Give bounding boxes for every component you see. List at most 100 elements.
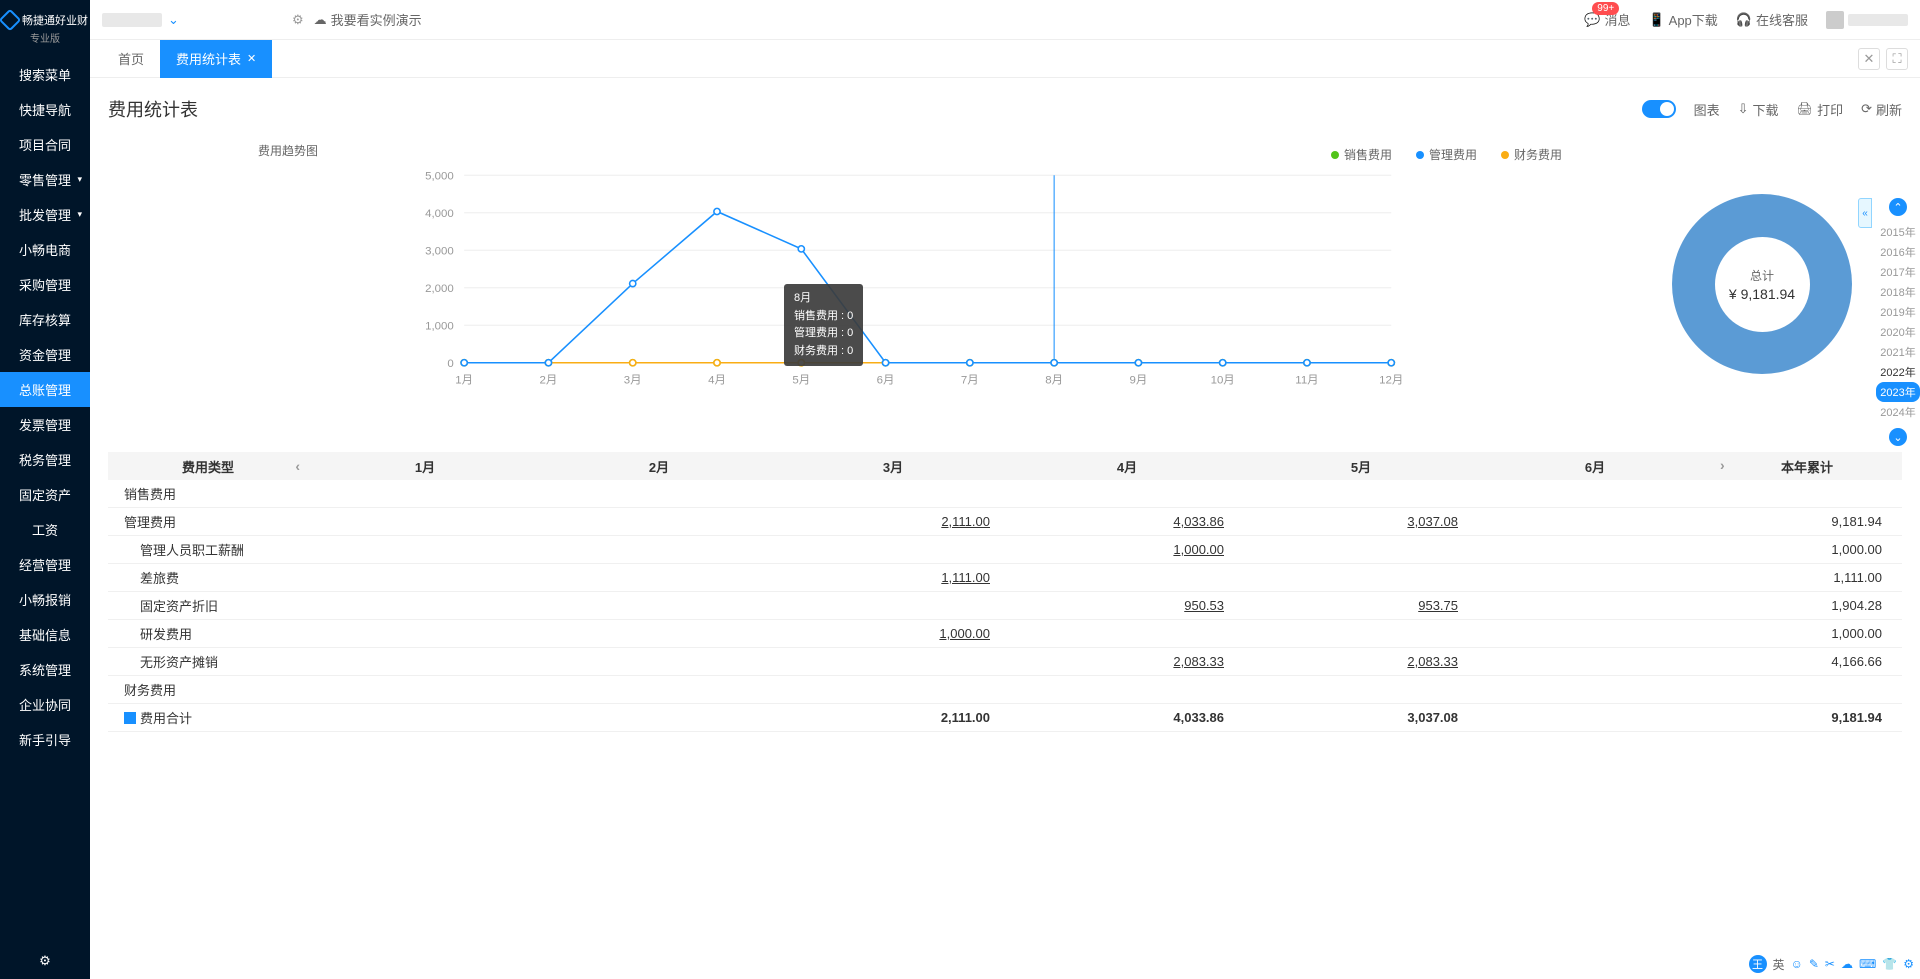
sidebar-item[interactable]: 快捷导航 [0, 92, 90, 127]
y-tick-label: 2,000 [425, 283, 454, 295]
refresh-button[interactable]: ⟳刷新 [1861, 100, 1902, 119]
sidebar-item[interactable]: 采购管理 [0, 267, 90, 302]
org-selector[interactable]: ⌄ [102, 12, 282, 28]
cell-value[interactable]: 1,000.00 [1010, 542, 1244, 557]
y-tick-label: 3,000 [425, 245, 454, 257]
cell-value[interactable]: 2,083.33 [1244, 654, 1478, 669]
settings-gear-icon[interactable]: ⚙ [0, 943, 90, 979]
tray-settings-icon[interactable]: ⚙ [1903, 957, 1914, 971]
year-scroll-down-icon[interactable]: ⌄ [1889, 428, 1907, 446]
expand-year-rail-button[interactable]: « [1858, 198, 1872, 228]
tray-edit-icon[interactable]: ✎ [1809, 957, 1819, 971]
legend-dot-icon [1331, 151, 1339, 159]
tray-shirt-icon[interactable]: 👕 [1882, 957, 1897, 971]
tray-smile-icon[interactable]: ☺ [1791, 957, 1803, 971]
org-settings-icon[interactable]: ⚙ [292, 12, 304, 28]
sidebar-item[interactable]: 企业协同 [0, 687, 90, 722]
tooltip-month: 8月 [794, 290, 853, 308]
demo-label: 我要看实例演示 [331, 10, 422, 29]
sidebar-item[interactable]: 项目合同 [0, 127, 90, 162]
sidebar-item[interactable]: 批发管理▾ [0, 197, 90, 232]
col-month-header: 4月 [1010, 457, 1244, 476]
avatar-icon [1826, 11, 1844, 29]
page-title: 费用统计表 [108, 96, 198, 122]
cell-value[interactable]: 953.75 [1244, 598, 1478, 613]
year-option[interactable]: 2016年 [1876, 242, 1919, 262]
sidebar-item[interactable]: 新手引导 [0, 722, 90, 757]
app-download-button[interactable]: 📱 App下载 [1648, 10, 1717, 29]
year-scroll-up-icon[interactable]: ⌃ [1889, 198, 1907, 216]
cell-value[interactable]: 950.53 [1010, 598, 1244, 613]
chart-point [630, 360, 636, 366]
tray-keyboard-icon[interactable]: ⌨ [1859, 957, 1876, 971]
total-cell [308, 710, 542, 725]
sidebar-item[interactable]: 基础信息 [0, 617, 90, 652]
sidebar-item[interactable]: 税务管理 [0, 442, 90, 477]
refresh-icon: ⟳ [1861, 101, 1872, 117]
cell-value[interactable]: 1,111.00 [776, 570, 1010, 585]
demo-link[interactable]: ☁ 我要看实例演示 [314, 10, 422, 29]
print-button[interactable]: 🖨打印 [1797, 100, 1844, 119]
cell-value[interactable]: 4,033.86 [1010, 514, 1244, 529]
table-total-row: 费用合计 2,111.004,033.863,037.08 9,181.94 [108, 704, 1902, 732]
sidebar-item[interactable]: 资金管理 [0, 337, 90, 372]
chart-point [1135, 360, 1141, 366]
sidebar-item[interactable]: 小畅电商 [0, 232, 90, 267]
year-option[interactable]: 2023年 [1876, 382, 1919, 402]
legend-item[interactable]: 管理费用 [1416, 146, 1477, 163]
sidebar-item[interactable]: 零售管理▾ [0, 162, 90, 197]
sidebar: 畅捷通好业财 专业版 搜索菜单快捷导航项目合同零售管理▾批发管理▾小畅电商采购管… [0, 0, 90, 979]
year-option[interactable]: 2015年 [1876, 222, 1919, 242]
sidebar-item[interactable]: 固定资产 [0, 477, 90, 512]
tab-close-all-button[interactable]: ✕ [1858, 48, 1880, 70]
ime-lang-button[interactable]: 英 [1773, 956, 1785, 973]
fullscreen-button[interactable]: ⛶ [1886, 48, 1908, 70]
table-row: 管理人员职工薪酬1,000.001,000.00 [108, 536, 1902, 564]
year-option[interactable]: 2017年 [1876, 262, 1919, 282]
support-button[interactable]: 🎧 在线客服 [1736, 10, 1808, 29]
col-total-header: › 本年累计 [1712, 457, 1902, 476]
legend-label: 财务费用 [1514, 146, 1562, 163]
sidebar-item[interactable]: 搜索菜单 [0, 57, 90, 92]
ime-brand-icon[interactable]: 王 [1749, 955, 1767, 973]
tray-scissors-icon[interactable]: ✂ [1825, 957, 1835, 971]
year-option[interactable]: 2020年 [1876, 322, 1919, 342]
cell-value[interactable]: 2,083.33 [1010, 654, 1244, 669]
download-button[interactable]: ⇩下载 [1738, 100, 1779, 119]
year-option[interactable]: 2022年 [1876, 362, 1919, 382]
cell-value[interactable]: 2,111.00 [776, 514, 1010, 529]
tray-cloud-icon[interactable]: ☁ [1841, 957, 1853, 971]
tab-home[interactable]: 首页 [102, 40, 160, 78]
sidebar-item[interactable]: 系统管理 [0, 652, 90, 687]
user-menu[interactable] [1826, 11, 1908, 29]
total-cell: 2,111.00 [776, 710, 1010, 725]
tab-close-icon[interactable]: ✕ [247, 52, 256, 65]
tab-home-label: 首页 [118, 49, 144, 68]
sidebar-item[interactable]: 发票管理 [0, 407, 90, 442]
row-label: 管理费用 [108, 512, 308, 531]
table-prev-icon[interactable]: ‹ [295, 458, 300, 474]
legend-item[interactable]: 财务费用 [1501, 146, 1562, 163]
row-label: 无形资产摊销 [108, 652, 308, 671]
y-tick-label: 4,000 [425, 208, 454, 220]
messages-button[interactable]: 💬 消息 99+ [1584, 10, 1630, 29]
year-option[interactable]: 2021年 [1876, 342, 1919, 362]
x-tick-label: 2月 [540, 375, 558, 387]
sidebar-item[interactable]: 总账管理 [0, 372, 90, 407]
tab-expense-report[interactable]: 费用统计表 ✕ [160, 40, 272, 78]
x-tick-label: 4月 [708, 375, 726, 387]
sidebar-item[interactable]: 工资 [0, 512, 90, 547]
col-type-label: 费用类型 [182, 457, 234, 476]
legend-item[interactable]: 销售费用 [1331, 146, 1392, 163]
cell-value[interactable]: 3,037.08 [1244, 514, 1478, 529]
sidebar-item[interactable]: 小畅报销 [0, 582, 90, 617]
sidebar-item[interactable]: 库存核算 [0, 302, 90, 337]
year-option[interactable]: 2018年 [1876, 282, 1919, 302]
chart-toggle[interactable] [1642, 100, 1676, 118]
table-next-icon[interactable]: › [1720, 457, 1725, 473]
sidebar-item[interactable]: 经营管理 [0, 547, 90, 582]
cell-value[interactable]: 1,000.00 [776, 626, 1010, 641]
tooltip-row: 销售费用 : 0 [794, 308, 853, 326]
year-option[interactable]: 2019年 [1876, 302, 1919, 322]
year-option[interactable]: 2024年 [1876, 402, 1919, 422]
